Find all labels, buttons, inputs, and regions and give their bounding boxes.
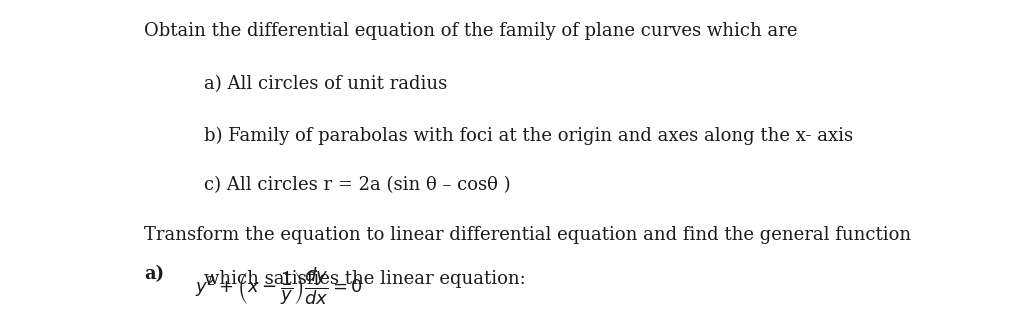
- Text: a): a): [143, 265, 164, 283]
- Text: which satisfies the linear equation:: which satisfies the linear equation:: [204, 270, 525, 288]
- Text: Obtain the differential equation of the family of plane curves which are: Obtain the differential equation of the …: [143, 22, 798, 40]
- Text: a) All circles of unit radius: a) All circles of unit radius: [204, 75, 447, 93]
- Text: c) All circles r = 2a (sin θ – cosθ ): c) All circles r = 2a (sin θ – cosθ ): [204, 176, 511, 194]
- Text: b) Family of parabolas with foci at the origin and axes along the x- axis: b) Family of parabolas with foci at the …: [204, 126, 853, 145]
- Text: $y^2 + \left(x - \dfrac{1}{y}\right)\dfrac{dy}{dx} = 0$: $y^2 + \left(x - \dfrac{1}{y}\right)\dfr…: [195, 265, 362, 307]
- Text: Transform the equation to linear differential equation and find the general func: Transform the equation to linear differe…: [143, 226, 911, 244]
